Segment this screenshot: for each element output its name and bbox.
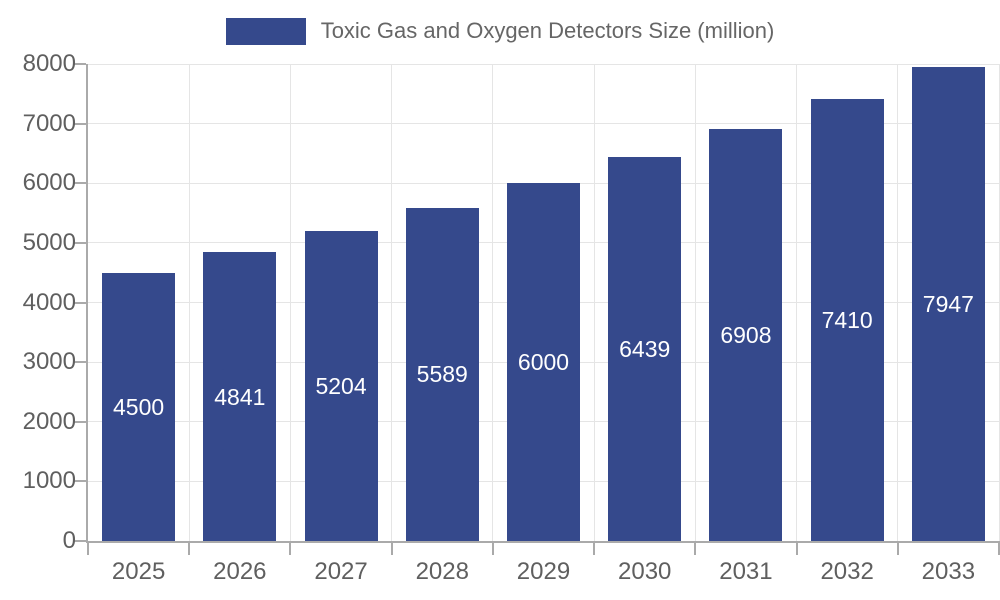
x-axis-tick — [289, 541, 292, 555]
x-axis-tick — [87, 541, 89, 555]
y-gridline — [88, 63, 999, 65]
y-axis-tick-label: 3000 — [22, 348, 76, 376]
x-gridline — [289, 64, 291, 541]
x-axis-tick — [896, 541, 899, 555]
y-axis-tick — [73, 420, 86, 423]
x-gridline — [796, 64, 798, 541]
x-axis-tick — [188, 541, 191, 555]
y-axis-tick — [73, 480, 86, 483]
y-axis-tick — [73, 301, 86, 304]
bar-value-label: 5204 — [315, 372, 367, 399]
x-axis-tick-label: 2026 — [213, 558, 267, 585]
bar-value-label: 6000 — [517, 349, 570, 376]
y-axis-tick — [73, 540, 86, 542]
x-gridline — [593, 64, 595, 541]
x-axis-line — [86, 541, 999, 543]
bar-2029: 6000 — [507, 183, 580, 541]
bar-value-label: 6439 — [619, 336, 671, 363]
bar-2032: 7410 — [810, 99, 884, 541]
y-axis-line — [86, 64, 88, 543]
x-axis-tick — [390, 541, 393, 555]
y-axis-tick — [73, 241, 86, 244]
bar-2028: 5589 — [405, 207, 479, 541]
y-axis-tick — [73, 182, 86, 185]
bar-2031: 6908 — [709, 129, 783, 541]
x-gridline — [391, 64, 393, 541]
legend-label: Toxic Gas and Oxygen Detectors Size (mil… — [320, 18, 775, 43]
bar-2026: 4841 — [203, 252, 277, 541]
bar-value-label: 4841 — [214, 383, 266, 410]
x-gridline — [897, 64, 899, 541]
y-axis-tick — [73, 361, 86, 364]
y-axis-tick-label: 2000 — [22, 407, 76, 435]
x-axis-tick-label: 2028 — [415, 558, 469, 585]
bar-value-label: 7410 — [821, 307, 873, 334]
x-axis-tick-label: 2032 — [820, 558, 874, 585]
plot-area: 4500 4841 5204 5589 6000 6439 6908 7410 7947 — [86, 63, 1000, 543]
legend-swatch — [225, 17, 306, 45]
bar-2033: 7947 — [911, 67, 985, 541]
y-axis-tick-label: 4000 — [22, 288, 76, 316]
bar-2030: 6439 — [608, 157, 682, 541]
bar-value-label: 6908 — [720, 322, 772, 349]
x-axis-tick — [998, 541, 1000, 555]
x-axis-tick — [491, 541, 494, 555]
bar-value-label: 5589 — [416, 361, 468, 388]
x-axis-tick-label: 2027 — [314, 558, 368, 585]
x-gridline — [694, 64, 696, 541]
x-axis-tick-label: 2029 — [516, 558, 571, 585]
bar-value-label: 4500 — [113, 393, 165, 420]
x-axis-tick-label: 2031 — [719, 558, 773, 585]
y-axis-tick-label: 8000 — [22, 50, 76, 77]
y-gridline — [88, 123, 999, 125]
y-axis-tick — [73, 63, 86, 65]
x-axis-tick — [694, 541, 697, 555]
bar-2025: 4500 — [102, 272, 176, 541]
y-axis-tick-label: 6000 — [22, 169, 76, 197]
y-axis-tick-label: 7000 — [22, 109, 76, 137]
x-gridline — [998, 64, 1000, 541]
bar-value-label: 7947 — [922, 291, 974, 318]
x-axis-tick — [593, 541, 596, 555]
x-axis-tick — [795, 541, 798, 555]
legend: Toxic Gas and Oxygen Detectors Size (mil… — [0, 16, 1000, 46]
x-axis-tick-label: 2025 — [111, 558, 166, 585]
bar-2027: 5204 — [304, 230, 378, 541]
x-axis-tick-label: 2033 — [921, 558, 976, 585]
x-gridline — [492, 64, 494, 541]
y-axis-tick-label: 1000 — [22, 467, 76, 495]
x-axis-tick-label: 2030 — [618, 558, 672, 585]
y-axis-tick — [73, 122, 86, 125]
x-gridline — [188, 64, 190, 541]
y-axis-tick-label: 0 — [62, 527, 76, 554]
y-axis-tick-label: 5000 — [22, 228, 76, 256]
